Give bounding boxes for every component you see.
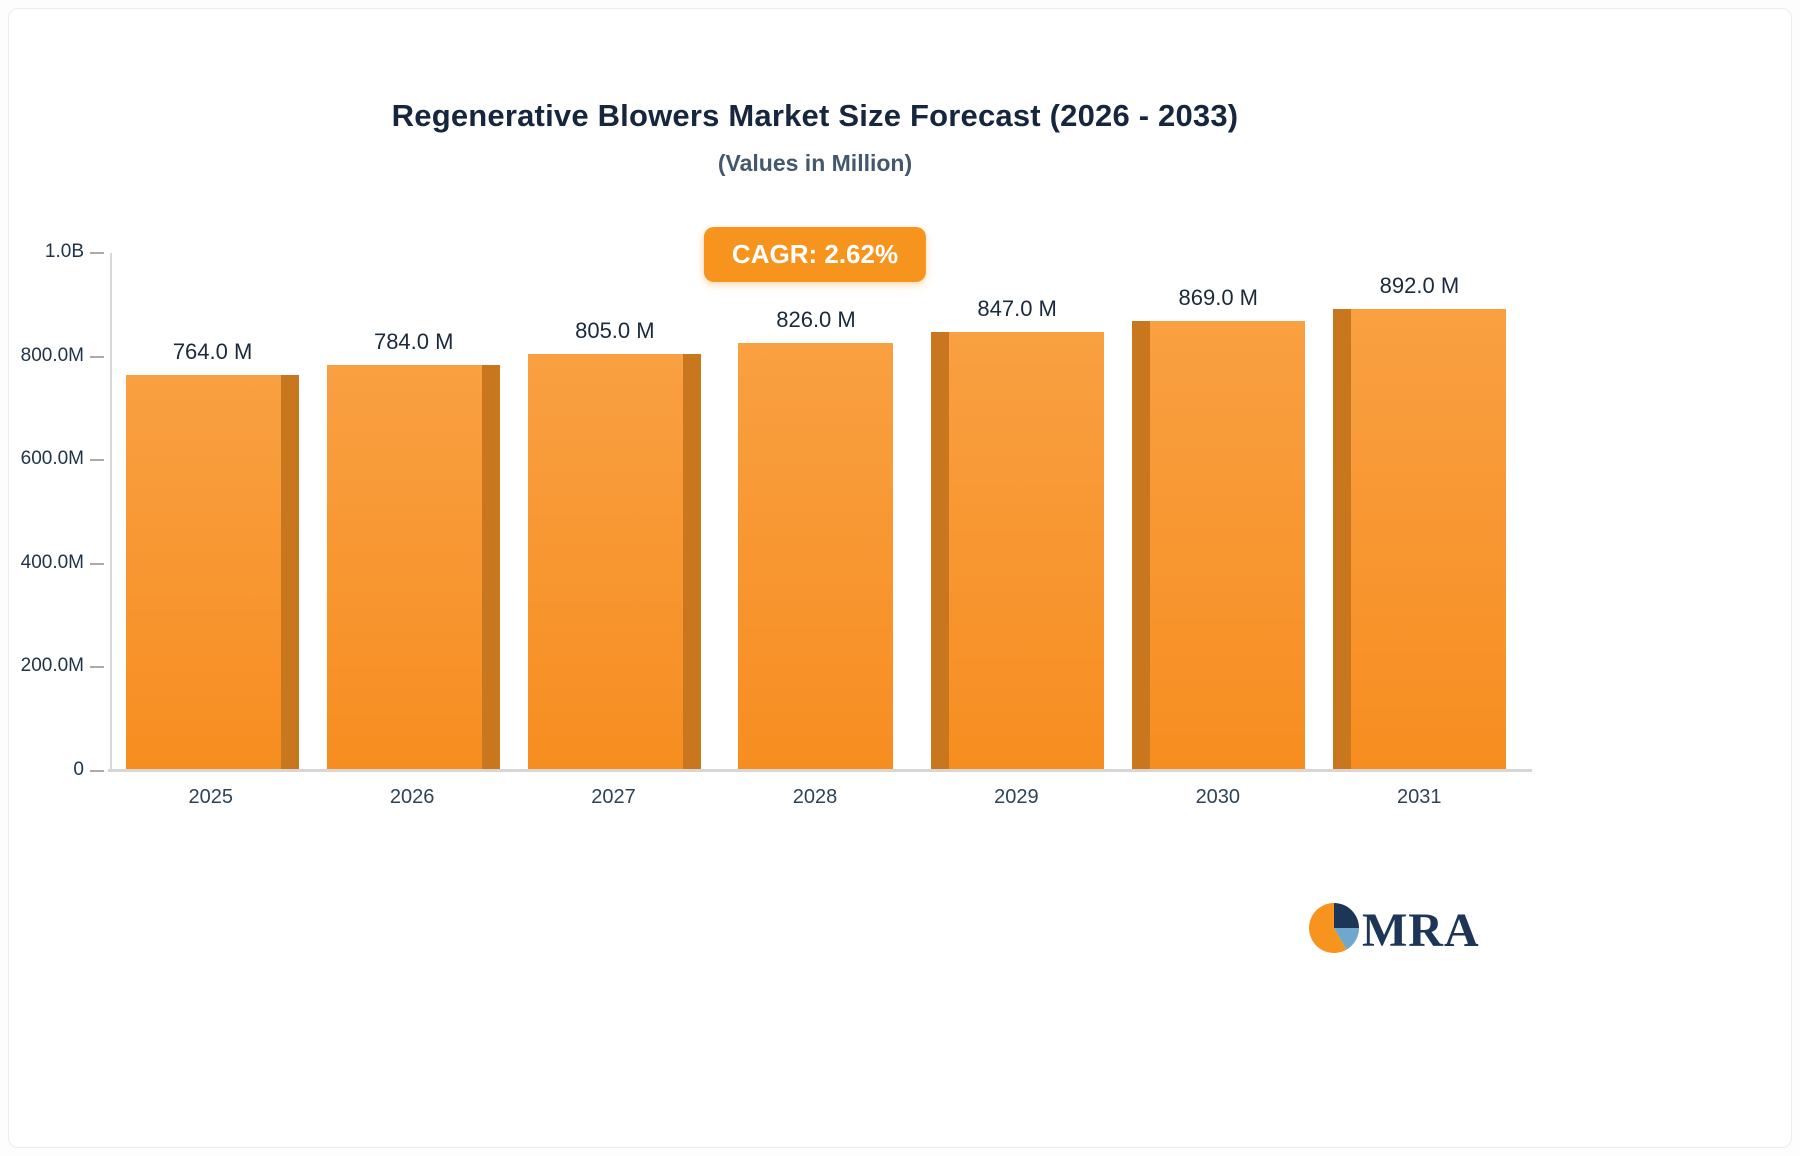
y-axis-tick-label: 600.0M	[20, 448, 84, 470]
x-axis-label: 2028	[792, 786, 838, 808]
bar	[738, 343, 894, 771]
bar-side-face	[482, 364, 501, 771]
bar-value-label: 892.0 M	[1379, 272, 1460, 298]
bar-slot: 892.0 M	[1319, 253, 1520, 771]
y-axis-tick-label: 200.0M	[20, 655, 84, 677]
plot-area: 764.0 M 784.0 M 805.0 M 826.0 M 847.0 M 869.0…	[110, 253, 1520, 771]
y-axis-tick-mark	[90, 459, 104, 462]
bar-value-label: 764.0 M	[172, 339, 253, 365]
bar-side-face	[1332, 308, 1351, 771]
bar-value-label: 805.0 M	[575, 318, 655, 344]
bar-value-label: 847.0 M	[977, 296, 1057, 322]
bar-group: 869.0 M	[1131, 285, 1305, 771]
bar-value-label: 826.0 M	[776, 307, 856, 333]
bar-side-face	[1131, 320, 1150, 771]
bar-slot: 826.0 M	[715, 253, 916, 771]
bar	[948, 332, 1104, 771]
bar-side-face	[930, 332, 949, 771]
y-axis-tick-mark	[90, 355, 104, 358]
x-axis-label: 2031	[1396, 786, 1442, 808]
x-axis-label: 2030	[1195, 786, 1241, 808]
bar-group: 764.0 M	[126, 339, 300, 771]
bar	[528, 354, 684, 771]
chart-title: Regenerative Blowers Market Size Forecas…	[391, 98, 1239, 133]
bar-group: 847.0 M	[930, 296, 1104, 771]
y-axis-tick-mark	[90, 770, 104, 772]
y-axis-tick-mark	[90, 666, 104, 669]
x-axis-label: 2027	[591, 786, 636, 808]
y-axis-tick-label: 1.0B	[44, 241, 84, 262]
bar-slot: 784.0 M	[313, 253, 514, 771]
bar-group: 784.0 M	[327, 329, 501, 771]
cagr-badge: CAGR: 2.62%	[703, 227, 927, 282]
x-axis-label: 2025	[188, 786, 233, 808]
y-axis-tick-label: 800.0M	[20, 344, 84, 366]
pie-logo-icon	[1308, 902, 1360, 959]
bar-value-label: 784.0 M	[373, 328, 454, 354]
bar-value-label: 869.0 M	[1178, 284, 1259, 310]
x-axis-labels: 2025 2026 2027 2028 2029 2030 2031	[110, 786, 1520, 809]
chart-subtitle: (Values in Million)	[717, 150, 913, 176]
x-axis-label: 2026	[389, 786, 435, 808]
y-axis-tick-label: 0	[73, 759, 84, 780]
bar-side-face	[281, 375, 300, 771]
logo-text: MRA	[1362, 904, 1480, 957]
bar-slot: 764.0 M	[112, 253, 313, 771]
bar-slot: 805.0 M	[514, 253, 715, 771]
bar	[1350, 308, 1506, 771]
bar	[327, 364, 483, 771]
x-axis-line	[108, 769, 1532, 772]
bar-side-face	[683, 354, 702, 771]
mra-logo: MRA	[1308, 902, 1480, 959]
x-axis-label: 2029	[994, 786, 1039, 808]
bar-slot: 847.0 M	[917, 253, 1118, 771]
bar	[1149, 320, 1305, 771]
bar-group: 892.0 M	[1332, 273, 1506, 771]
y-axis-tick-label: 400.0M	[20, 551, 84, 573]
bar-slot: 869.0 M	[1118, 253, 1319, 771]
y-axis-tick-mark	[90, 562, 104, 565]
bar-group: 805.0 M	[528, 318, 702, 771]
bar-group: 826.0 M	[738, 307, 894, 771]
bar	[126, 375, 282, 771]
y-axis-tick-mark	[90, 252, 104, 254]
